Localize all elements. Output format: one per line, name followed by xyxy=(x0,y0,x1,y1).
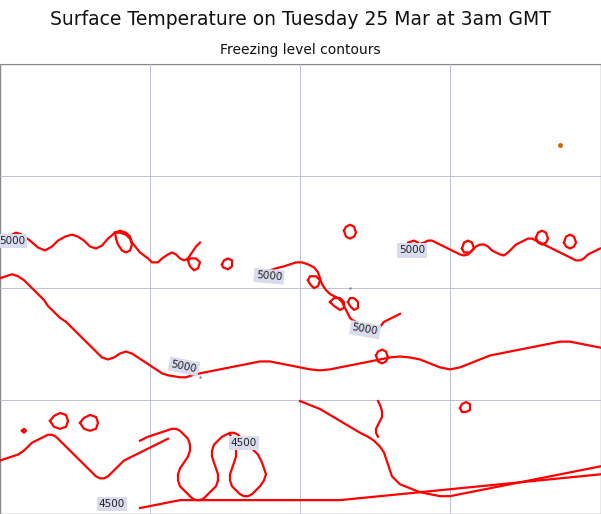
Text: 5000: 5000 xyxy=(399,246,425,255)
Text: Surface Temperature on Tuesday 25 Mar at 3am GMT: Surface Temperature on Tuesday 25 Mar at… xyxy=(50,10,551,29)
Text: 5000: 5000 xyxy=(0,235,25,246)
Text: 5000: 5000 xyxy=(170,359,198,374)
Text: 4500: 4500 xyxy=(99,499,125,509)
Text: 5000: 5000 xyxy=(255,270,282,282)
Text: 4500: 4500 xyxy=(231,438,257,448)
Text: 5000: 5000 xyxy=(351,323,379,337)
Text: Freezing level contours: Freezing level contours xyxy=(220,43,381,57)
